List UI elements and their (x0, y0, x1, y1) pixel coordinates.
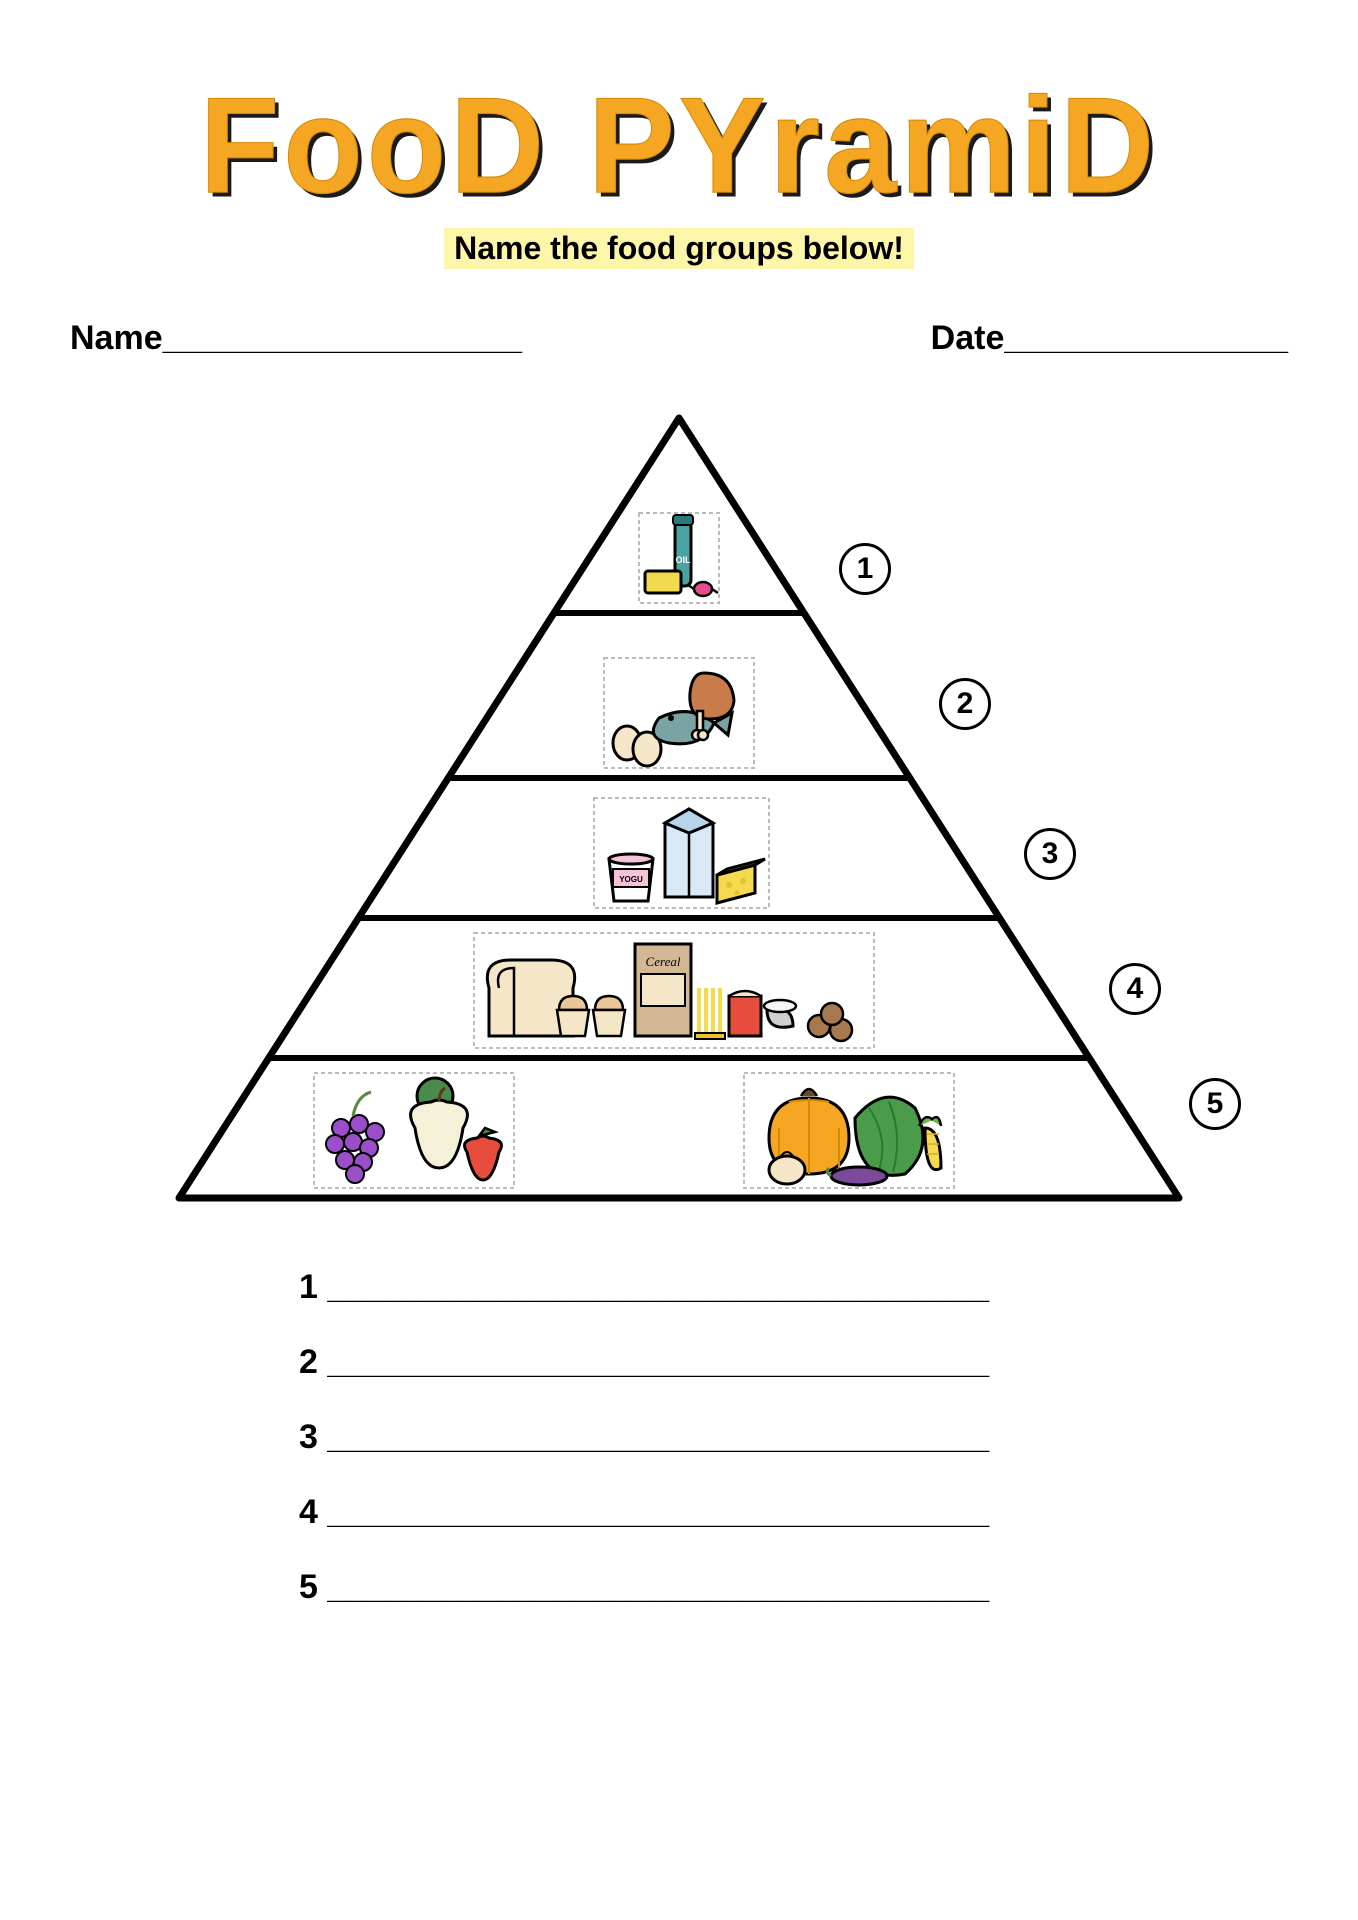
name-field[interactable]: Name___________________ (70, 319, 522, 358)
answer-underline: ___________________________________ (327, 1418, 989, 1456)
name-label: Name (70, 319, 163, 357)
pyramid-diagram: OIL (149, 398, 1209, 1218)
answer-num: 1 (299, 1268, 318, 1306)
foods-level-1: OIL (639, 513, 719, 603)
foods-level-5-fruits (314, 1073, 514, 1188)
level-num: 4 (1127, 972, 1144, 1006)
name-date-row: Name___________________ Date____________… (70, 319, 1288, 358)
level-badge-1: 1 (839, 543, 891, 595)
foods-level-3: YOGU (594, 798, 769, 908)
title-block: FooD PYramiD (60, 70, 1298, 220)
answer-lines: 1 ___________________________________ 2 … (299, 1268, 1059, 1607)
page-title: FooD PYramiD (200, 66, 1158, 224)
answer-num: 5 (299, 1568, 318, 1606)
date-underline: _______________ (1004, 319, 1288, 357)
level-badge-2: 2 (939, 678, 991, 730)
answer-num: 4 (299, 1493, 318, 1531)
level-num: 5 (1207, 1087, 1224, 1121)
foods-level-2 (604, 658, 754, 768)
level-badge-5: 5 (1189, 1078, 1241, 1130)
level-num: 1 (857, 552, 874, 586)
worksheet-page: FooD PYramiD Name the food groups below!… (0, 0, 1358, 1920)
answer-line-4[interactable]: 4 ___________________________________ (299, 1493, 1059, 1532)
level-num: 3 (1042, 837, 1059, 871)
foods-level-5-vegetables (744, 1073, 954, 1188)
answer-line-3[interactable]: 3 ___________________________________ (299, 1418, 1059, 1457)
svg-text:Cereal: Cereal (646, 954, 681, 969)
subtitle-block: Name the food groups below! (60, 228, 1298, 269)
foods-level-4: Cereal (474, 933, 874, 1048)
answer-underline: ___________________________________ (327, 1343, 989, 1381)
subtitle-text: Name the food groups below! (444, 228, 914, 269)
answer-num: 2 (299, 1343, 318, 1381)
svg-text:OIL: OIL (676, 555, 692, 565)
answer-line-1[interactable]: 1 ___________________________________ (299, 1268, 1059, 1307)
answer-num: 3 (299, 1418, 318, 1456)
level-badge-3: 3 (1024, 828, 1076, 880)
answer-underline: ___________________________________ (327, 1493, 989, 1531)
answer-underline: ___________________________________ (327, 1568, 989, 1606)
answer-underline: ___________________________________ (327, 1268, 989, 1306)
answer-line-5[interactable]: 5 ___________________________________ (299, 1568, 1059, 1607)
name-underline: ___________________ (163, 319, 522, 357)
date-field[interactable]: Date_______________ (931, 319, 1288, 358)
pyramid-svg: OIL (149, 398, 1209, 1218)
svg-text:YOGU: YOGU (619, 875, 643, 884)
answer-line-2[interactable]: 2 ___________________________________ (299, 1343, 1059, 1382)
level-num: 2 (957, 687, 974, 721)
level-badge-4: 4 (1109, 963, 1161, 1015)
date-label: Date (931, 319, 1005, 357)
